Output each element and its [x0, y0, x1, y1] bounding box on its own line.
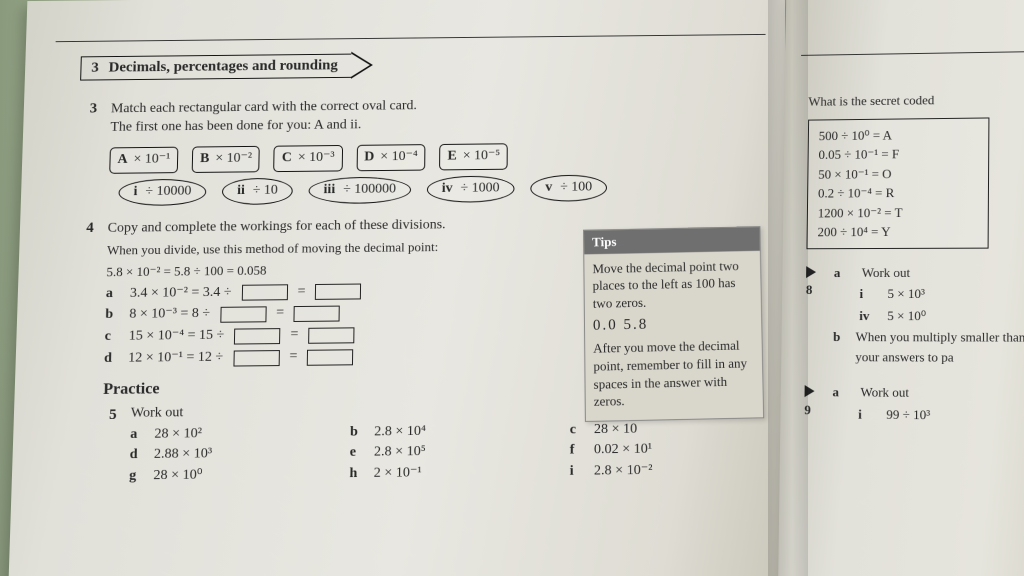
audio-icon [806, 266, 816, 278]
q4-item: a 3.4 × 10⁻² = 3.4 ÷ = [106, 281, 466, 303]
answer-blank [234, 328, 280, 344]
secret-line: 50 × 10⁻¹ = O [818, 163, 978, 184]
rect-card: C× 10⁻³ [274, 145, 343, 172]
answer-blank [241, 284, 287, 300]
textbook-left-page: 3 Decimals, percentages and rounding 3 M… [8, 0, 792, 576]
rect-cards-row: A× 10⁻¹ B× 10⁻² C× 10⁻³ D× 10⁻⁴ E× 10⁻⁵ [109, 141, 757, 174]
desk-surface: 3 Decimals, percentages and rounding 3 M… [0, 0, 1024, 576]
audio-icon [805, 385, 815, 397]
page-rule [801, 50, 1024, 55]
secret-line: 200 ÷ 10⁴ = Y [817, 222, 977, 242]
chapter-number: 3 [91, 60, 99, 77]
oval-cards-row: i÷ 10000 ii÷ 10 iii÷ 100000 iv÷ 1000 v÷ … [118, 173, 757, 206]
rect-card: D× 10⁻⁴ [356, 144, 426, 171]
oval-card: i÷ 10000 [118, 178, 206, 205]
answer-blank [220, 306, 266, 322]
rect-card: A× 10⁻¹ [109, 146, 178, 173]
answer-blank [233, 350, 279, 366]
page-rule [56, 34, 766, 42]
secret-line: 500 ÷ 10⁰ = A [819, 124, 979, 145]
oval-card: iii÷ 100000 [308, 176, 411, 203]
question-9: 9 aWork out i99 ÷ 10³ [804, 380, 1024, 427]
secret-prompt: What is the secret coded [808, 88, 1024, 111]
secret-line: 0.05 ÷ 10⁻¹ = F [818, 144, 978, 165]
answer-blank [308, 327, 354, 343]
secret-line: 0.2 ÷ 10⁻⁴ = R [818, 182, 978, 203]
question-number: 3 [76, 101, 97, 214]
answer-blank [307, 349, 353, 365]
chapter-banner-arrow [351, 51, 373, 78]
oval-card: iv÷ 1000 [427, 175, 515, 202]
oval-card: v÷ 100 [530, 174, 607, 201]
chapter-title: Decimals, percentages and rounding [108, 57, 337, 76]
secret-code-box: 500 ÷ 10⁰ = A 0.05 ÷ 10⁻¹ = F 50 × 10⁻¹ … [806, 117, 989, 249]
tips-body: Move the decimal point two places to the… [592, 256, 753, 312]
question-number: 5 [101, 405, 117, 490]
q4-item: d 12 × 10⁻¹ = 12 ÷ = [104, 346, 466, 369]
answer-blank [315, 284, 361, 300]
rect-card: B× 10⁻² [192, 146, 260, 173]
oval-card: ii÷ 10 [222, 177, 293, 204]
chapter-banner: 3 Decimals, percentages and rounding [80, 51, 373, 81]
q4-item: b 8 × 10⁻³ = 8 ÷ = [105, 303, 466, 326]
q4-item: c 15 × 10⁻⁴ = 15 ÷ = [104, 325, 465, 348]
tips-box: Tips Move the decimal point two places t… [583, 226, 764, 422]
q5-columns: a28 × 10² d2.88 × 10³ g28 × 10⁰ b2.8 × 1… [129, 417, 760, 489]
q4-items: a 3.4 × 10⁻² = 3.4 ÷ = b 8 × 10⁻³ = 8 ÷ … [104, 281, 466, 369]
tips-body2: After you move the decimal point, rememb… [593, 337, 755, 411]
secret-line: 1200 × 10⁻² = T [818, 202, 978, 222]
right-content: What is the secret coded 500 ÷ 10⁰ = A 0… [804, 88, 1024, 427]
textbook-right-page: What is the secret coded 500 ÷ 10⁰ = A 0… [778, 0, 1024, 576]
question-number: 4 [68, 220, 94, 490]
chapter-banner-body: 3 Decimals, percentages and rounding [80, 53, 352, 80]
question-3: 3 Match each rectangular card with the c… [76, 94, 757, 214]
tips-example: 0.0 5.8 [593, 313, 754, 337]
question-8: 8 aWork out i5 × 10³ iv5 × 10⁰ bWhen you… [805, 260, 1024, 369]
answer-blank [294, 305, 340, 321]
rect-card: E× 10⁻⁵ [439, 143, 508, 170]
